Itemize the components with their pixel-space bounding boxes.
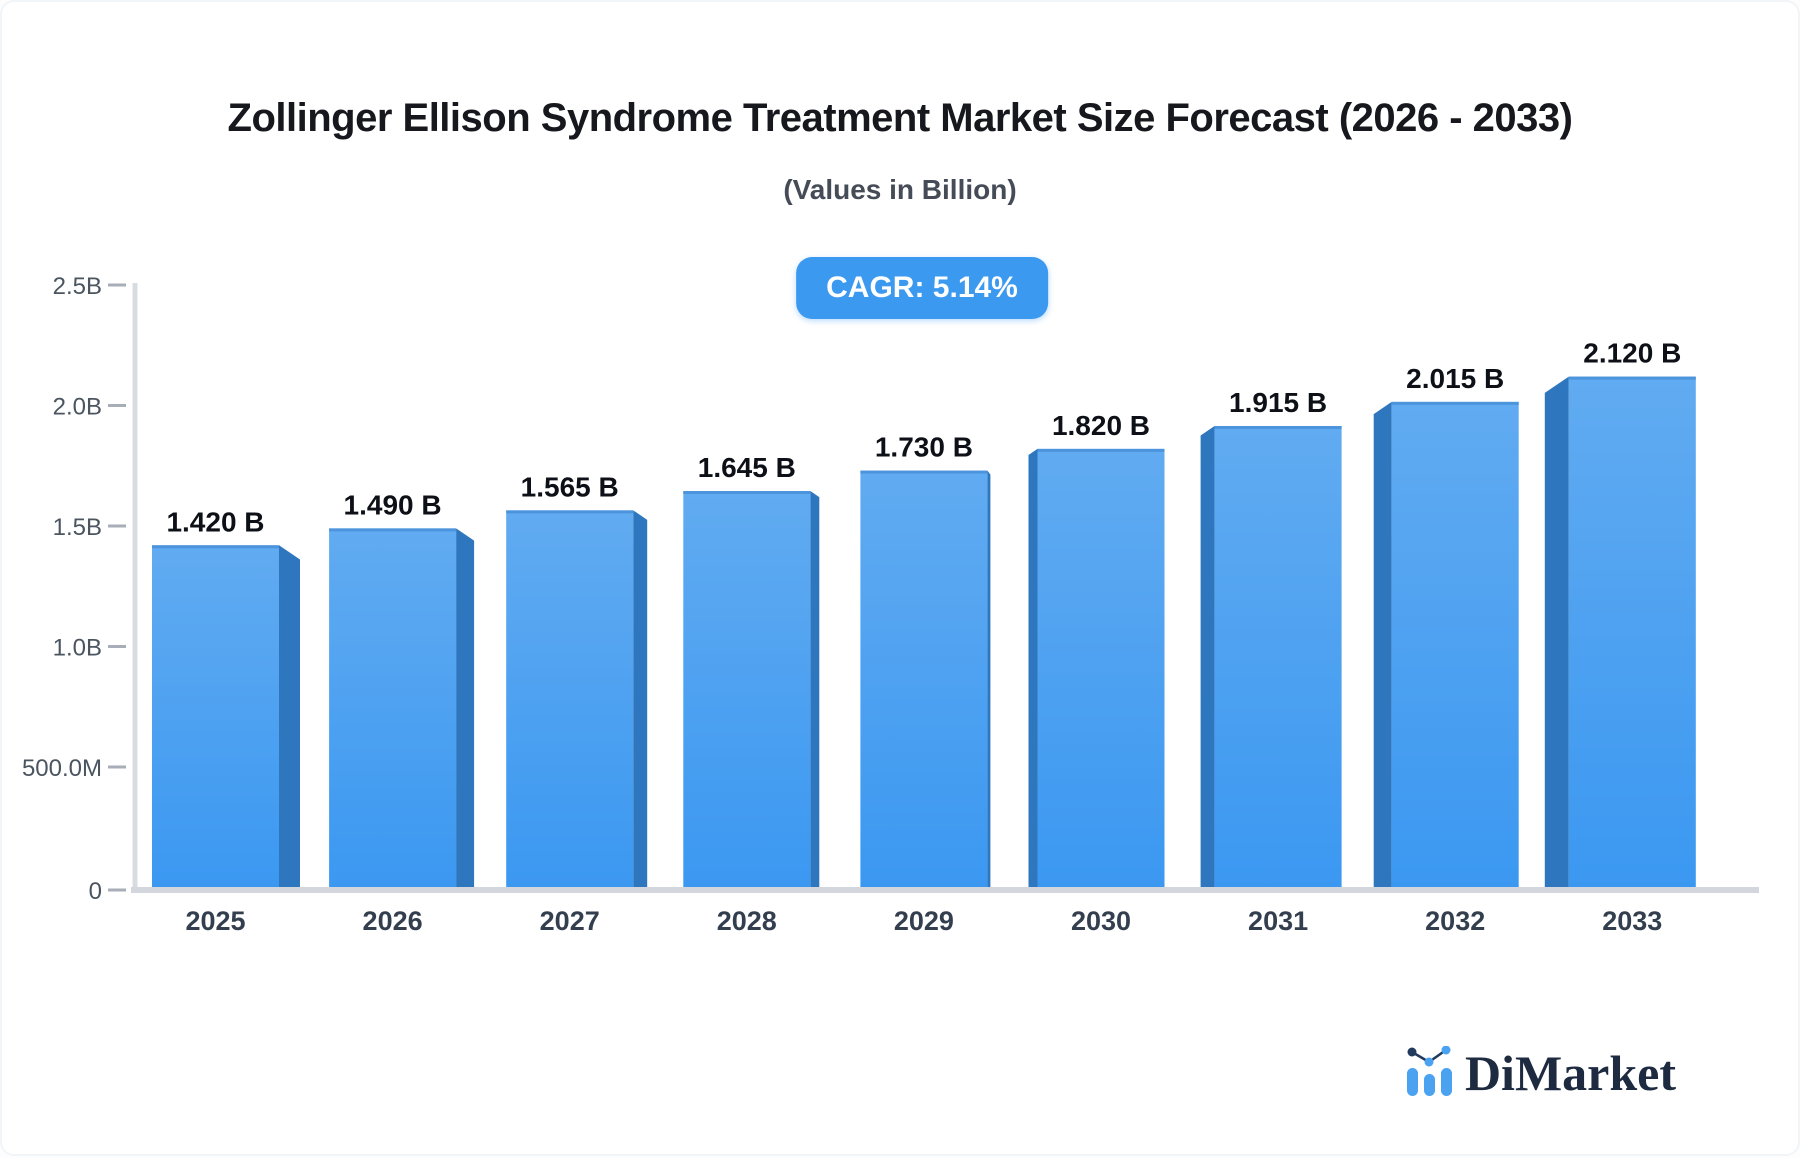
bar-side-face xyxy=(456,528,475,888)
bar xyxy=(683,491,811,888)
x-tick-label: 2031 xyxy=(1248,906,1308,936)
bar xyxy=(1391,401,1519,888)
x-tick-label: 2032 xyxy=(1425,906,1485,936)
bar-value-label: 1.420 B xyxy=(166,506,264,537)
bar-chart-trend-icon xyxy=(1406,1046,1452,1096)
x-tick-label: 2033 xyxy=(1602,906,1662,936)
x-tick-label: 2030 xyxy=(1071,906,1131,936)
bar-value-label: 1.820 B xyxy=(1052,410,1150,441)
bar-value-label: 1.645 B xyxy=(698,452,796,483)
bar-group-2029: 1.730 B 2029 xyxy=(860,432,991,936)
bar-group-2026: 1.490 B 2026 xyxy=(329,489,475,936)
bar-side-face xyxy=(279,545,300,888)
cagr-badge: CAGR: 5.14% xyxy=(796,257,1048,319)
bar-group-2027: 1.565 B 2027 xyxy=(506,471,648,936)
bar xyxy=(506,510,634,888)
bar xyxy=(860,470,988,888)
bar-value-label: 1.915 B xyxy=(1229,387,1327,418)
bar-value-label: 1.565 B xyxy=(521,471,619,502)
bar-group-2028: 1.645 B 2028 xyxy=(683,452,820,936)
bar-side-face xyxy=(810,491,820,888)
chart-subtitle: (Values in Billion) xyxy=(783,174,1017,205)
x-tick-label: 2029 xyxy=(894,906,954,936)
bar-group-2032: 2.015 B 2032 xyxy=(1373,363,1519,936)
x-tick-label: 2028 xyxy=(717,906,777,936)
bar-group-2033: 2.120 B 2033 xyxy=(1544,338,1696,936)
bar-value-label: 2.015 B xyxy=(1406,363,1504,394)
y-tick-label: 1.5B xyxy=(53,514,102,541)
bar-side-face xyxy=(1544,376,1569,888)
bar-side-face xyxy=(987,470,991,888)
x-tick-label: 2025 xyxy=(185,906,245,936)
y-tick-label: 2.5B xyxy=(53,273,102,300)
y-tick-label: 2.0B xyxy=(53,394,102,421)
x-tick-label: 2026 xyxy=(363,906,423,936)
y-tick-label: 0 xyxy=(89,878,102,905)
dimarket-logo-text: DiMarket xyxy=(1464,1045,1676,1101)
bar xyxy=(329,528,457,888)
bar xyxy=(1568,376,1696,888)
y-tick-label: 1.0B xyxy=(53,635,102,662)
bar xyxy=(152,545,279,888)
bar-value-label: 1.490 B xyxy=(344,489,442,520)
x-tick-label: 2027 xyxy=(540,906,600,936)
bar-group-2025: 1.420 B 2025 xyxy=(152,506,300,936)
bar-side-face xyxy=(1028,448,1038,888)
bar-value-label: 2.120 B xyxy=(1583,338,1681,369)
y-tick-label: 500.0M xyxy=(22,755,102,782)
bar xyxy=(1037,448,1165,888)
bar-side-face xyxy=(633,510,648,888)
dimarket-logo: DiMarket xyxy=(1406,1045,1676,1101)
bar-group-2031: 1.915 B 2031 xyxy=(1200,387,1342,936)
bar-value-label: 1.730 B xyxy=(875,432,973,463)
bar xyxy=(1214,425,1342,888)
bar-group-2030: 1.820 B 2030 xyxy=(1028,410,1165,936)
bar-side-face xyxy=(1373,401,1392,888)
bar-side-face xyxy=(1200,425,1215,888)
chart-title: Zollinger Ellison Syndrome Treatment Mar… xyxy=(227,96,1573,140)
